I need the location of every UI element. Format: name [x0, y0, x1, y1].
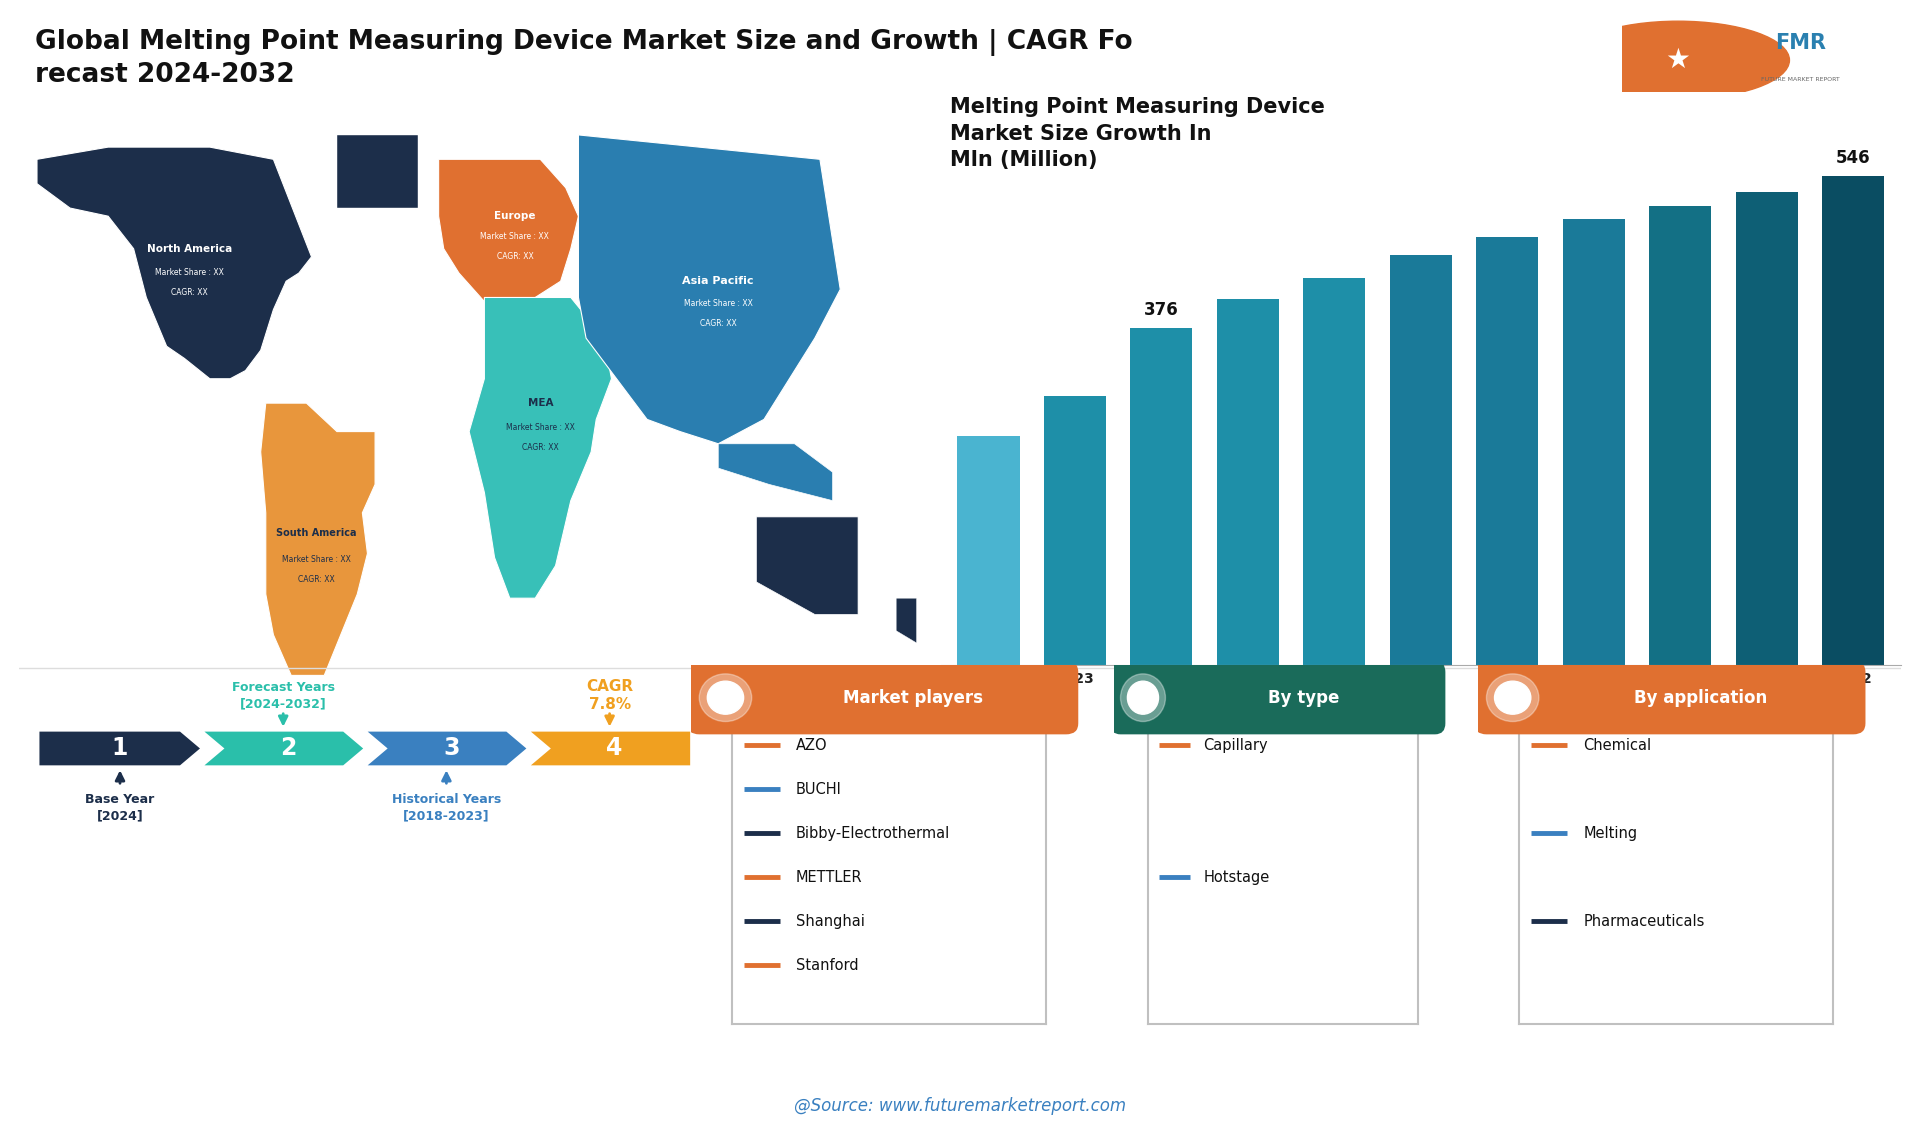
Text: By type: By type [1267, 689, 1340, 707]
Text: Shanghai: Shanghai [797, 913, 864, 929]
Text: Asia Pacific: Asia Pacific [682, 276, 755, 286]
Text: 3: 3 [444, 737, 459, 761]
Text: Historical Years
[2018-2023]: Historical Years [2018-2023] [392, 793, 501, 822]
Bar [1044, 397, 1106, 665]
Text: South America: South America [276, 528, 357, 539]
Text: AZO: AZO [797, 738, 828, 753]
Polygon shape [468, 298, 611, 598]
Bar [1649, 206, 1711, 665]
Text: METTLER: METTLER [797, 870, 862, 885]
Text: Market Share : XX: Market Share : XX [684, 299, 753, 307]
Text: Capillary: Capillary [1204, 738, 1267, 753]
Text: BUCHI: BUCHI [797, 782, 841, 796]
Text: Market players: Market players [843, 689, 983, 707]
Text: Melting: Melting [1584, 826, 1638, 841]
Text: Forecast Years
[2024-2032]: Forecast Years [2024-2032] [232, 681, 334, 711]
Polygon shape [261, 403, 374, 675]
Text: 376: 376 [1144, 301, 1179, 319]
Text: CAGR: XX: CAGR: XX [701, 319, 737, 328]
FancyBboxPatch shape [687, 661, 1079, 735]
FancyBboxPatch shape [1475, 661, 1866, 735]
Bar [1822, 175, 1884, 665]
Bar [958, 437, 1020, 665]
Text: CAGR
7.8%: CAGR 7.8% [586, 678, 634, 713]
Polygon shape [718, 444, 833, 501]
Text: CAGR: XX: CAGR: XX [522, 442, 559, 452]
Circle shape [1494, 681, 1530, 714]
Circle shape [707, 681, 743, 714]
Text: Market Share : XX: Market Share : XX [480, 231, 549, 241]
Text: Market Share : XX: Market Share : XX [505, 423, 574, 432]
FancyBboxPatch shape [1110, 661, 1446, 735]
Polygon shape [578, 135, 841, 444]
Text: Bibby-Electrothermal: Bibby-Electrothermal [797, 826, 950, 841]
Bar [1217, 299, 1279, 665]
Text: FMR: FMR [1776, 32, 1826, 53]
Polygon shape [528, 731, 691, 767]
Text: CAGR: XX: CAGR: XX [171, 289, 207, 298]
Circle shape [1127, 681, 1158, 714]
Text: 546: 546 [1836, 149, 1870, 167]
Text: ★: ★ [1667, 46, 1690, 74]
Polygon shape [202, 731, 365, 767]
Circle shape [1121, 674, 1165, 722]
Text: CAGR: XX: CAGR: XX [497, 252, 534, 261]
Text: @Source: www.futuremarketreport.com: @Source: www.futuremarketreport.com [795, 1097, 1125, 1115]
Text: Chemical: Chemical [1584, 738, 1651, 753]
Polygon shape [365, 731, 528, 767]
Text: CAGR: XX: CAGR: XX [298, 575, 334, 584]
Text: MEA: MEA [528, 398, 553, 408]
Text: Europe: Europe [493, 211, 536, 221]
Text: North America: North America [148, 244, 232, 253]
Circle shape [1486, 674, 1540, 722]
Polygon shape [438, 159, 578, 306]
Text: Hotstage: Hotstage [1204, 870, 1269, 885]
Polygon shape [336, 135, 419, 209]
Text: 1: 1 [111, 737, 129, 761]
Polygon shape [897, 598, 916, 643]
Bar [1131, 328, 1192, 665]
Circle shape [1567, 21, 1789, 99]
Polygon shape [756, 517, 858, 614]
Text: Market Share : XX: Market Share : XX [282, 555, 351, 564]
Text: Melting Point Measuring Device
Market Size Growth In
Mln (Million): Melting Point Measuring Device Market Si… [950, 97, 1325, 171]
Polygon shape [38, 731, 202, 767]
Bar [1563, 219, 1624, 665]
Text: Stanford: Stanford [797, 958, 858, 973]
Bar [1476, 237, 1538, 665]
Text: 2: 2 [280, 737, 296, 761]
Text: Global Melting Point Measuring Device Market Size and Growth | CAGR Fo
recast 20: Global Melting Point Measuring Device Ma… [35, 29, 1133, 87]
Polygon shape [36, 147, 311, 378]
Bar [1304, 277, 1365, 665]
Text: Base Year
[2024]: Base Year [2024] [84, 793, 156, 822]
Circle shape [699, 674, 751, 722]
Text: Pharmaceuticals: Pharmaceuticals [1584, 913, 1705, 929]
Text: Market Share : XX: Market Share : XX [156, 268, 225, 277]
Text: FUTURE MARKET REPORT: FUTURE MARKET REPORT [1761, 77, 1839, 83]
Text: By application: By application [1634, 689, 1766, 707]
Bar [1736, 191, 1797, 665]
Text: 4: 4 [607, 737, 622, 761]
Bar [1390, 254, 1452, 665]
